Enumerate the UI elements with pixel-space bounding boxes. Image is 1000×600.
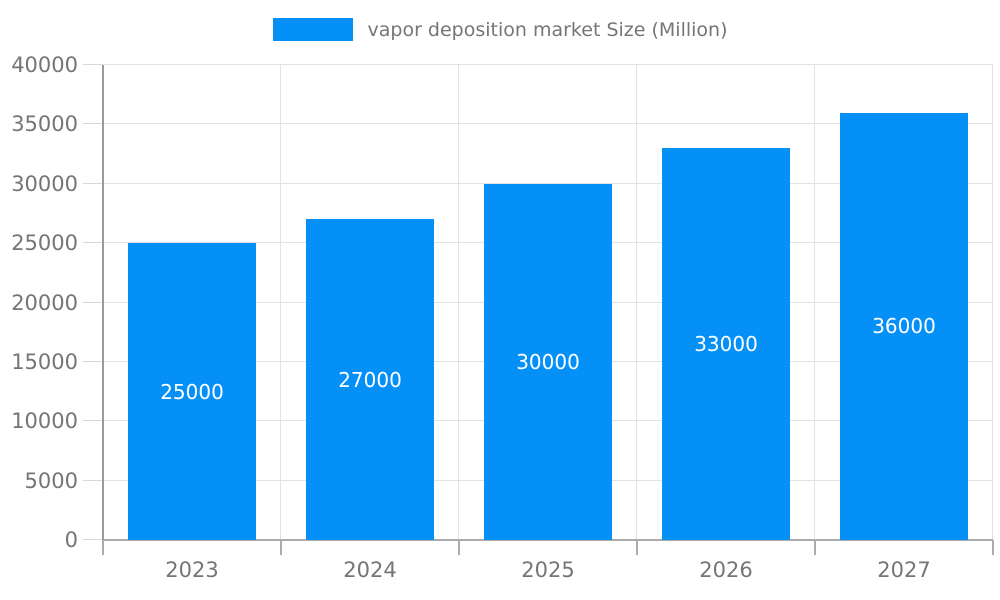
x-axis-tick — [102, 540, 104, 555]
legend[interactable]: vapor deposition market Size (Million) — [0, 18, 1000, 41]
y-axis-tick-label: 5000 — [24, 468, 78, 493]
bar-2024[interactable]: 27000 — [306, 219, 434, 540]
bar-2023[interactable]: 25000 — [128, 243, 256, 540]
y-axis-tick — [83, 301, 103, 303]
bar-2026[interactable]: 33000 — [662, 148, 790, 540]
y-axis-line — [102, 65, 104, 540]
bar-2027[interactable]: 36000 — [840, 112, 968, 540]
y-axis-tick — [83, 360, 103, 362]
gridline-horizontal — [103, 182, 993, 184]
y-axis-tick — [83, 420, 103, 422]
x-axis-tick — [458, 540, 460, 555]
y-axis-tick-label: 40000 — [11, 53, 78, 77]
bar-value-label: 27000 — [338, 367, 402, 392]
y-axis-tick — [83, 182, 103, 184]
x-axis-tick — [636, 540, 638, 555]
x-axis-category-label: 2027 — [877, 558, 931, 582]
y-axis-tick-label: 20000 — [11, 290, 78, 315]
bar-value-label: 30000 — [516, 349, 580, 374]
gridline-vertical — [458, 65, 459, 540]
legend-label: vapor deposition market Size (Million) — [367, 18, 728, 41]
y-axis-tick — [83, 479, 103, 481]
y-axis-tick-label: 25000 — [11, 231, 78, 256]
y-axis-tick — [83, 242, 103, 244]
y-axis-tick — [83, 539, 103, 540]
x-axis-tick — [992, 540, 994, 555]
gridline-horizontal — [103, 123, 993, 125]
y-axis-tick — [83, 64, 103, 65]
gridline-horizontal — [103, 64, 993, 65]
x-axis-line — [103, 539, 993, 541]
x-axis-category-label: 2025 — [521, 558, 575, 582]
bar-value-label: 25000 — [160, 379, 224, 404]
y-axis-tick-label: 10000 — [11, 409, 78, 434]
y-axis-tick-label: 0 — [64, 528, 78, 552]
x-axis-tick — [280, 540, 282, 555]
legend-swatch — [272, 18, 353, 41]
y-axis-tick — [83, 123, 103, 125]
y-axis-tick-label: 15000 — [11, 349, 78, 374]
x-axis-category-label: 2024 — [343, 558, 397, 582]
bar-2025[interactable]: 30000 — [484, 183, 612, 540]
gridline-vertical — [280, 65, 281, 540]
gridline-vertical — [814, 65, 815, 540]
gridline-vertical — [992, 65, 993, 540]
bar-value-label: 33000 — [694, 332, 758, 357]
bar-value-label: 36000 — [872, 314, 936, 339]
x-axis-category-label: 2023 — [165, 558, 219, 582]
x-axis-tick — [814, 540, 816, 555]
gridline-vertical — [636, 65, 637, 540]
y-axis-tick-label: 30000 — [11, 171, 78, 196]
y-axis-tick-label: 35000 — [11, 112, 78, 137]
x-axis-category-label: 2026 — [699, 558, 753, 582]
plot-area: 0 5000 10000 15000 20000 25000 30000 35000 40000… — [11, 53, 994, 582]
